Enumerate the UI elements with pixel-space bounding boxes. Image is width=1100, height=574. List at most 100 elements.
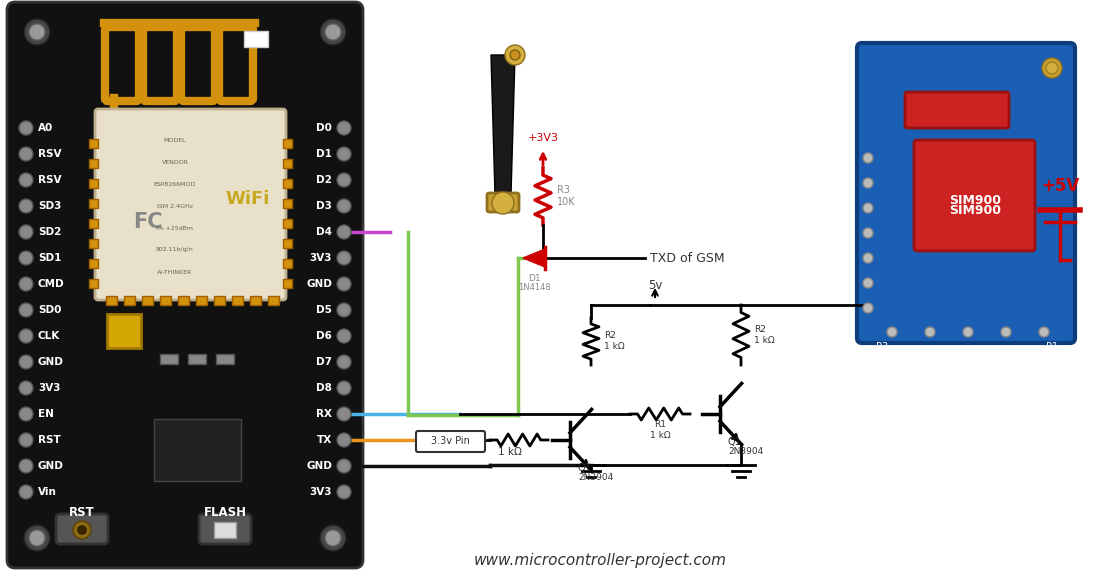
Text: FC: FC <box>133 212 163 232</box>
Text: RSV: RSV <box>39 175 62 185</box>
Circle shape <box>29 530 45 546</box>
Text: GND: GND <box>306 461 332 471</box>
FancyBboxPatch shape <box>283 279 292 288</box>
Text: 802.11b/g/n: 802.11b/g/n <box>156 247 194 253</box>
Circle shape <box>24 19 50 45</box>
FancyBboxPatch shape <box>283 239 292 248</box>
FancyBboxPatch shape <box>124 296 135 305</box>
Text: 1 kΩ: 1 kΩ <box>498 447 521 457</box>
Circle shape <box>925 327 935 337</box>
Text: 3V3: 3V3 <box>309 253 332 263</box>
Circle shape <box>337 459 351 473</box>
Circle shape <box>1046 62 1058 74</box>
Text: SD1: SD1 <box>39 253 62 263</box>
Text: GND: GND <box>39 461 64 471</box>
Text: SIM900: SIM900 <box>949 204 1001 216</box>
Text: RST: RST <box>69 506 95 518</box>
Text: R2
1 kΩ: R2 1 kΩ <box>604 331 625 351</box>
Circle shape <box>19 485 33 499</box>
Text: GND: GND <box>306 279 332 289</box>
Text: SD2: SD2 <box>39 227 62 237</box>
Text: D2: D2 <box>316 175 332 185</box>
FancyBboxPatch shape <box>95 109 286 300</box>
Text: SD0: SD0 <box>39 305 62 315</box>
Text: PA +25dBm: PA +25dBm <box>156 226 194 231</box>
Circle shape <box>864 228 873 238</box>
Circle shape <box>19 433 33 447</box>
Text: R1
1 kΩ: R1 1 kΩ <box>650 420 670 440</box>
Circle shape <box>78 526 86 534</box>
Text: SIM900: SIM900 <box>949 193 1001 207</box>
Circle shape <box>19 199 33 213</box>
FancyBboxPatch shape <box>857 43 1075 343</box>
Circle shape <box>864 278 873 288</box>
Text: 3V3: 3V3 <box>309 487 332 497</box>
Text: 2N3904: 2N3904 <box>728 448 763 456</box>
Circle shape <box>337 381 351 395</box>
Text: FLASH: FLASH <box>204 506 246 518</box>
Circle shape <box>19 381 33 395</box>
Text: VENDOR: VENDOR <box>162 160 188 165</box>
FancyBboxPatch shape <box>89 259 98 268</box>
Circle shape <box>337 433 351 447</box>
Circle shape <box>24 525 50 551</box>
FancyBboxPatch shape <box>250 296 261 305</box>
FancyBboxPatch shape <box>214 296 225 305</box>
Circle shape <box>337 225 351 239</box>
FancyBboxPatch shape <box>487 193 519 212</box>
Circle shape <box>19 407 33 421</box>
FancyBboxPatch shape <box>178 296 189 305</box>
Circle shape <box>337 303 351 317</box>
Circle shape <box>1040 327 1049 337</box>
Circle shape <box>19 355 33 369</box>
Text: D4: D4 <box>316 227 332 237</box>
Text: Vin: Vin <box>39 487 57 497</box>
Circle shape <box>962 327 974 337</box>
Text: TX: TX <box>317 435 332 445</box>
Text: Q1: Q1 <box>728 437 741 447</box>
FancyBboxPatch shape <box>905 92 1009 128</box>
Circle shape <box>19 225 33 239</box>
Circle shape <box>1001 327 1011 337</box>
FancyBboxPatch shape <box>914 140 1035 251</box>
Circle shape <box>337 407 351 421</box>
Circle shape <box>864 253 873 263</box>
FancyBboxPatch shape <box>107 314 141 348</box>
Circle shape <box>337 173 351 187</box>
Circle shape <box>324 530 341 546</box>
Circle shape <box>320 525 346 551</box>
Text: 3.3v Pin: 3.3v Pin <box>430 436 470 446</box>
Text: Q1: Q1 <box>578 463 592 473</box>
Text: D1: D1 <box>316 149 332 159</box>
FancyBboxPatch shape <box>283 139 292 148</box>
FancyBboxPatch shape <box>89 219 98 228</box>
Text: MODEL: MODEL <box>164 138 186 142</box>
FancyBboxPatch shape <box>160 354 178 364</box>
Text: R3
10K: R3 10K <box>557 185 575 207</box>
Polygon shape <box>522 249 544 267</box>
Circle shape <box>510 50 520 60</box>
Text: SD3: SD3 <box>39 201 62 211</box>
Text: AI-THINKER: AI-THINKER <box>157 270 192 274</box>
Text: RST: RST <box>39 435 60 445</box>
Circle shape <box>337 147 351 161</box>
Text: EN: EN <box>39 409 54 419</box>
FancyBboxPatch shape <box>214 522 236 538</box>
FancyBboxPatch shape <box>89 279 98 288</box>
Text: ESP8266MOD: ESP8266MOD <box>154 181 196 187</box>
Text: www.microcontroller-project.com: www.microcontroller-project.com <box>473 553 726 568</box>
FancyBboxPatch shape <box>283 259 292 268</box>
Circle shape <box>864 153 873 163</box>
FancyBboxPatch shape <box>416 431 485 452</box>
Circle shape <box>864 203 873 213</box>
FancyBboxPatch shape <box>283 199 292 208</box>
Text: D3: D3 <box>316 201 332 211</box>
Circle shape <box>19 147 33 161</box>
Circle shape <box>864 178 873 188</box>
Circle shape <box>337 277 351 291</box>
Circle shape <box>73 521 91 539</box>
Circle shape <box>337 121 351 135</box>
FancyBboxPatch shape <box>283 159 292 168</box>
FancyBboxPatch shape <box>89 179 98 188</box>
Circle shape <box>320 19 346 45</box>
